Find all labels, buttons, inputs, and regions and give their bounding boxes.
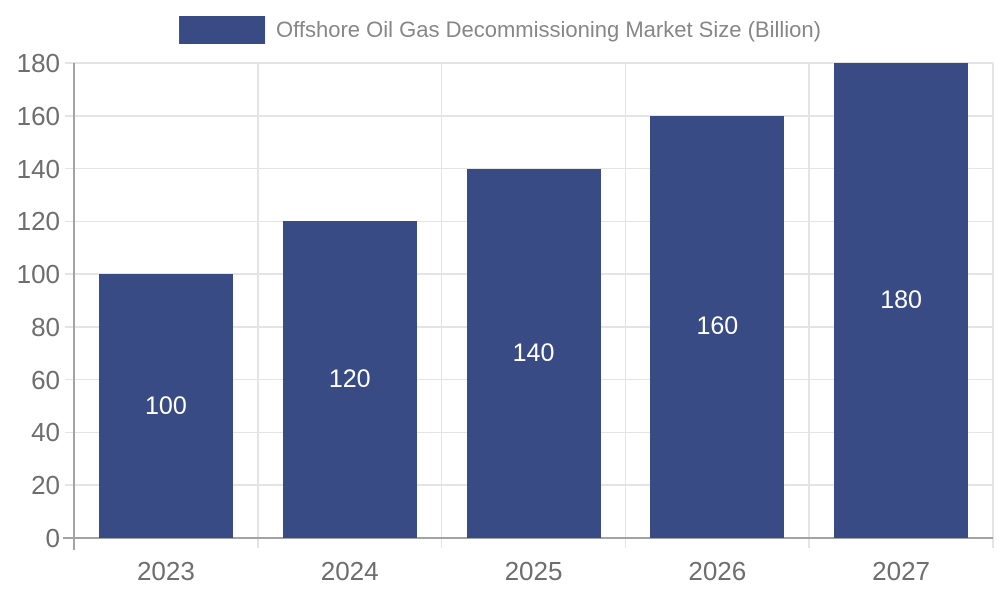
- bar-value-label: 160: [696, 312, 739, 341]
- bar-value-label: 100: [145, 391, 187, 420]
- y-tick-label: 100: [16, 259, 60, 290]
- y-tick-label: 140: [16, 153, 60, 184]
- x-tick-label: 2026: [688, 556, 747, 586]
- x-axis-line: [63, 537, 993, 539]
- y-tick-label: 40: [31, 417, 60, 448]
- y-gridline: [65, 115, 993, 117]
- x-tick-label: 2023: [136, 556, 195, 586]
- y-gridline: [65, 167, 993, 170]
- y-tick-label: 20: [31, 470, 60, 501]
- y-axis-line: [73, 63, 75, 550]
- x-gridline: [808, 63, 810, 548]
- y-tick-label: 60: [31, 364, 60, 395]
- x-gridline: [257, 63, 259, 548]
- bar: 140: [466, 168, 601, 538]
- y-gridline: [65, 62, 993, 64]
- bar-value-label: 140: [512, 338, 555, 367]
- plot-area: 0 20 40 60 80 100 120 140 160 180 100 2023 120 2024 14…: [17, 48, 994, 586]
- bar-value-label: 180: [880, 286, 922, 314]
- y-tick-label: 160: [16, 100, 60, 131]
- chart-legend[interactable]: Offshore Oil Gas Decommissioning Market …: [179, 16, 821, 44]
- x-gridline: [624, 63, 627, 548]
- x-tick-label: 2024: [320, 556, 379, 586]
- y-tick-label: 0: [45, 523, 60, 553]
- legend-label: Offshore Oil Gas Decommissioning Market …: [276, 17, 821, 42]
- y-tick-label: 80: [31, 311, 60, 342]
- bar: 120: [282, 221, 417, 538]
- bar: 180: [834, 63, 969, 538]
- y-tick-label: 180: [16, 48, 60, 78]
- legend-swatch: [179, 16, 266, 44]
- x-gridline: [440, 63, 443, 548]
- bar: 100: [98, 274, 233, 538]
- x-tick-label: 2027: [872, 556, 931, 586]
- x-tick-label: 2025: [504, 556, 563, 586]
- y-tick-label: 120: [16, 206, 60, 237]
- bar: 160: [650, 115, 785, 538]
- bar-value-label: 120: [328, 365, 371, 394]
- x-gridline: [992, 63, 994, 548]
